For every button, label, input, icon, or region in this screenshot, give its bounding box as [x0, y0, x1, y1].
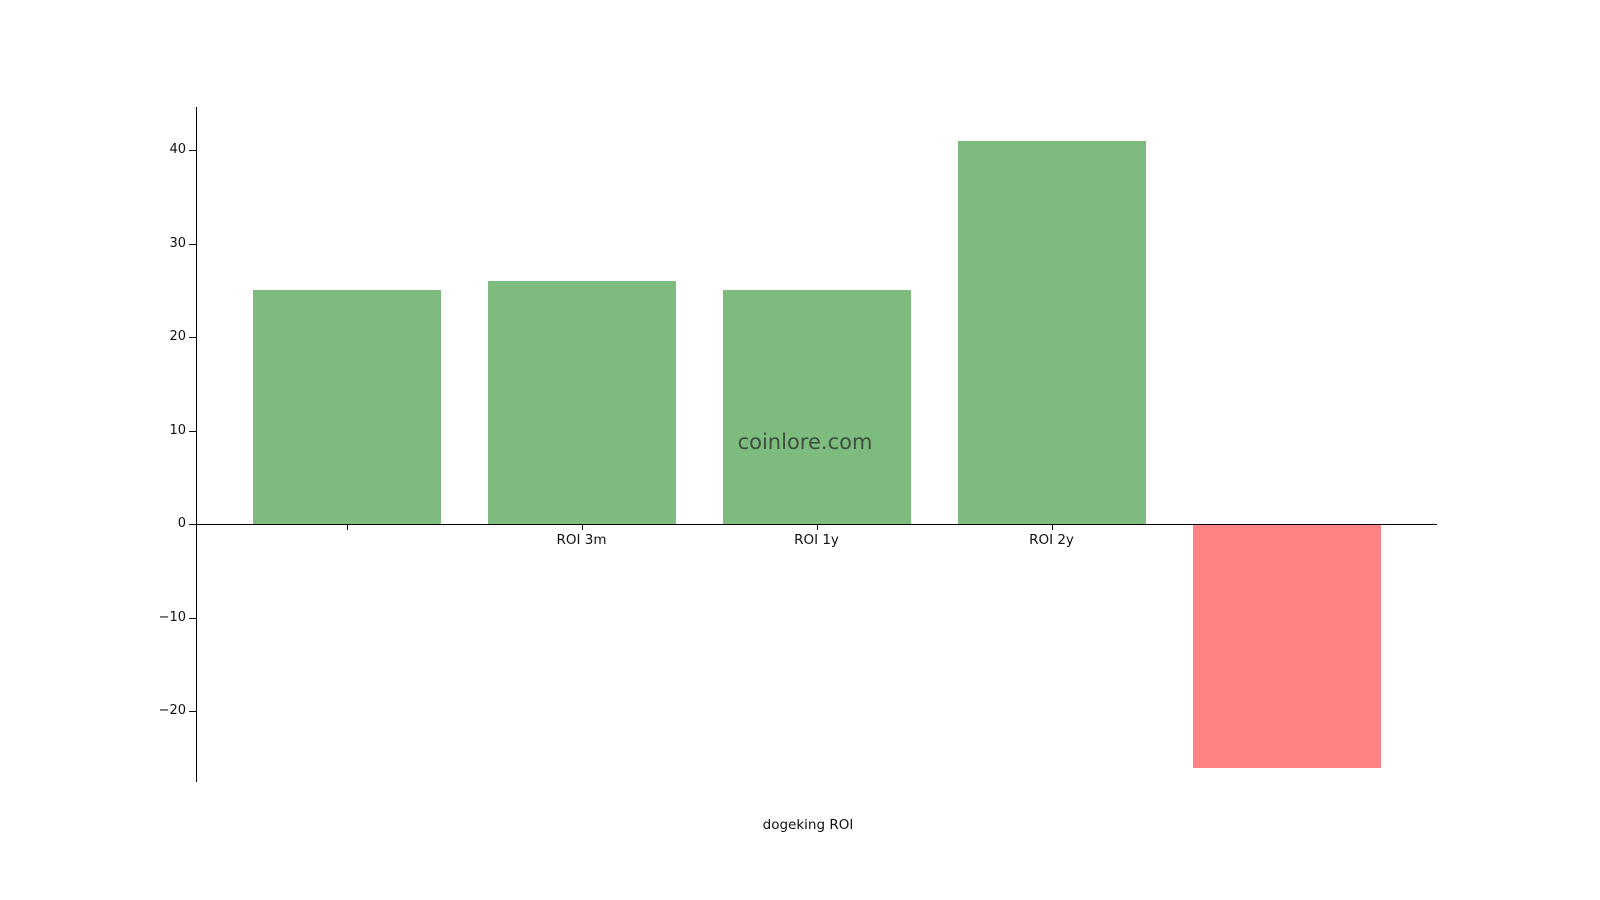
x-tick-mark-0 [346, 524, 348, 530]
x-tick-label-roi-2y: ROI 2y [1029, 532, 1074, 548]
bar-series-4 [1192, 525, 1381, 769]
chart-x-axis-title: dogeking ROI [762, 817, 854, 833]
x-tick-label-roi-1y: ROI 1y [794, 532, 839, 548]
y-tick-label-30: 30 [169, 236, 186, 251]
y-tick-label-40: 40 [169, 142, 186, 157]
y-tick-label--20: −20 [158, 703, 186, 718]
bar-roi-3m [487, 280, 676, 524]
x-tick-mark-1 [581, 524, 583, 530]
x-tick-label-roi-3m: ROI 3m [556, 532, 607, 548]
bar-roi-1y [722, 290, 911, 524]
y-tick-mark-0 [189, 524, 196, 525]
y-tick-mark-20 [189, 337, 196, 338]
y-tick-label-20: 20 [169, 329, 186, 344]
y-tick-mark-40 [189, 150, 196, 151]
bar-roi-2y [957, 140, 1146, 524]
y-tick-mark--20 [189, 711, 196, 712]
x-tick-mark-2 [816, 524, 818, 530]
y-tick-label-10: 10 [169, 423, 186, 438]
y-tick-mark--10 [189, 618, 196, 619]
y-tick-mark-10 [189, 431, 196, 432]
x-tick-mark-3 [1051, 524, 1053, 530]
y-tick-mark-30 [189, 244, 196, 245]
y-tick-label--10: −10 [158, 610, 186, 625]
bar-series-0 [252, 290, 441, 524]
watermark-text: coinlore.com [737, 430, 873, 454]
y-tick-label-0: 0 [177, 516, 186, 531]
y-axis-spine [196, 107, 197, 782]
